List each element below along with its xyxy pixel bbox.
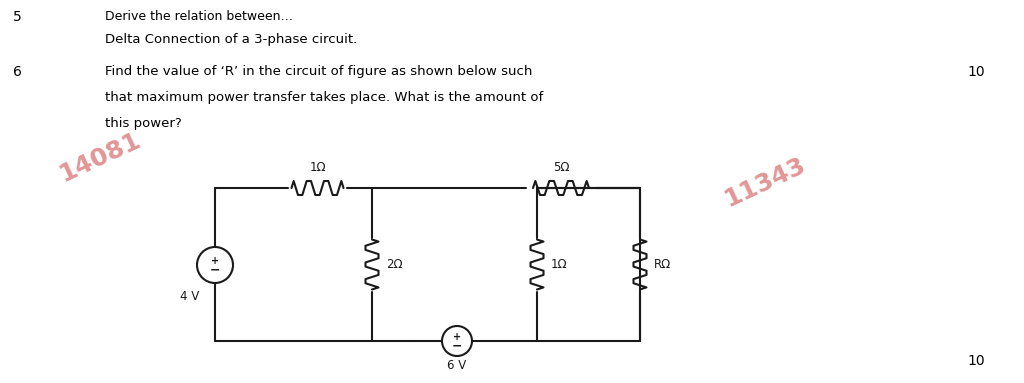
Text: 1Ω: 1Ω (551, 258, 567, 271)
Text: RΩ: RΩ (654, 258, 672, 271)
Text: 5Ω: 5Ω (553, 161, 569, 174)
Text: 11343: 11343 (720, 153, 809, 211)
Text: 4 V: 4 V (180, 290, 200, 303)
Text: −: − (452, 339, 462, 352)
Text: 2Ω: 2Ω (386, 258, 402, 271)
Text: this power?: this power? (105, 117, 181, 130)
Text: Find the value of ‘R’ in the circuit of figure as shown below such: Find the value of ‘R’ in the circuit of … (105, 65, 532, 78)
Text: +: + (453, 332, 461, 342)
Text: 14081: 14081 (55, 128, 144, 187)
Text: 5: 5 (13, 10, 22, 24)
Text: 10: 10 (968, 65, 985, 79)
Text: +: + (211, 255, 219, 265)
Text: 6: 6 (13, 65, 22, 79)
Text: 6 V: 6 V (447, 359, 467, 372)
Text: 1Ω: 1Ω (309, 161, 326, 174)
Text: Delta Connection of a 3-phase circuit.: Delta Connection of a 3-phase circuit. (105, 33, 357, 46)
Text: Derive the relation between…: Derive the relation between… (105, 10, 293, 23)
Text: that maximum power transfer takes place. What is the amount of: that maximum power transfer takes place.… (105, 91, 544, 104)
Text: 10: 10 (968, 354, 985, 368)
Text: −: − (210, 264, 220, 277)
